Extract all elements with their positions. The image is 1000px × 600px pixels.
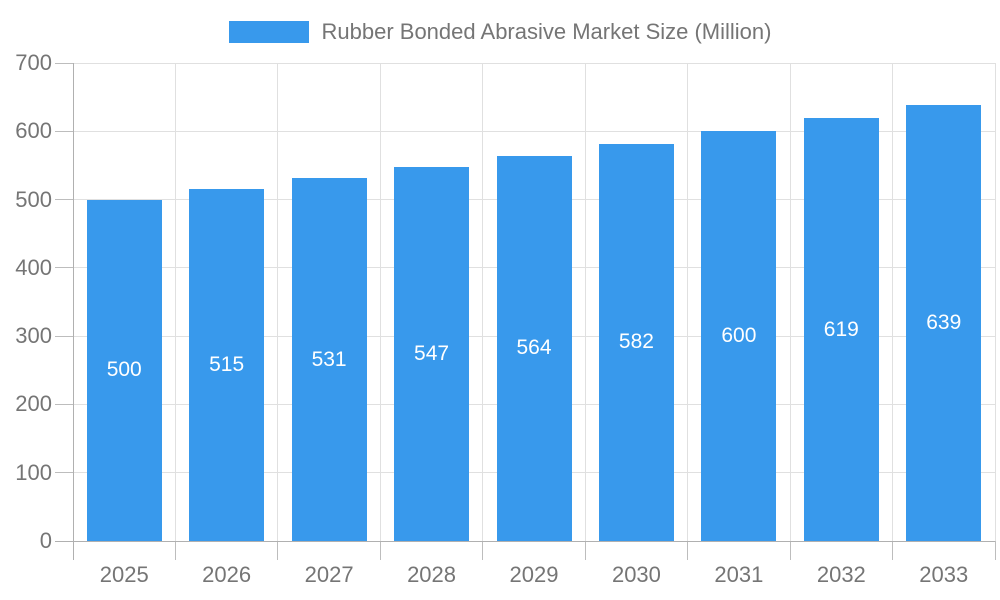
gridline-vertical: [277, 63, 279, 541]
bar-2029[interactable]: 564: [496, 155, 572, 541]
bar-value-label: 639: [926, 310, 962, 334]
bar-value-label: 531: [311, 347, 347, 371]
bar-2025[interactable]: 500: [86, 199, 162, 541]
bar-value-label: 515: [209, 353, 245, 377]
x-axis-label: 2032: [816, 562, 866, 587]
bar-value-label: 564: [516, 336, 552, 360]
x-axis-line: [55, 540, 995, 542]
bar-2033[interactable]: 639: [906, 104, 982, 541]
y-axis-tick: [55, 199, 73, 201]
gridline-vertical: [379, 63, 381, 541]
gridline-vertical: [892, 63, 894, 541]
gridline-vertical: [482, 63, 484, 541]
x-axis-tick: [892, 541, 894, 560]
x-axis-tick: [994, 541, 996, 560]
y-axis-tick: [55, 472, 73, 474]
bar-2028[interactable]: 547: [394, 167, 470, 541]
x-axis-tick: [584, 541, 586, 560]
x-axis-tick: [482, 541, 484, 560]
bar-value-label: 619: [823, 317, 859, 341]
legend[interactable]: Rubber Bonded Abrasive Market Size (Mill…: [0, 19, 1000, 45]
bar-2032[interactable]: 619: [803, 118, 879, 541]
y-axis-tick: [55, 62, 73, 64]
bar-2030[interactable]: 582: [598, 143, 674, 541]
bar-value-label: 547: [414, 342, 450, 366]
x-axis-tick: [277, 541, 279, 560]
y-axis-label: 0: [39, 528, 52, 553]
gridline-vertical: [174, 63, 176, 541]
x-axis-label: 2028: [407, 562, 457, 587]
y-axis-line: [72, 63, 74, 560]
x-axis-tick: [379, 541, 381, 560]
x-axis-label: 2031: [714, 562, 764, 587]
y-axis-tick: [55, 403, 73, 405]
gridline-vertical: [789, 63, 791, 541]
y-axis-label: 500: [15, 186, 52, 212]
x-axis-label: 2030: [611, 562, 661, 587]
x-axis-label: 2027: [304, 562, 354, 587]
gridline-vertical: [687, 63, 689, 541]
y-axis-label: 600: [15, 118, 52, 144]
y-axis-label: 100: [15, 459, 52, 485]
gridline-horizontal: [73, 62, 995, 64]
y-axis-tick: [55, 335, 73, 337]
x-axis-label: 2025: [99, 562, 149, 587]
gridline-horizontal: [73, 130, 995, 132]
legend-label: Rubber Bonded Abrasive Market Size (Mill…: [321, 19, 772, 44]
gridline-vertical: [584, 63, 586, 541]
x-axis-label: 2029: [509, 562, 559, 587]
x-axis-tick: [789, 541, 791, 560]
x-axis-tick: [687, 541, 689, 560]
bar-2027[interactable]: 531: [291, 178, 367, 541]
bar-2031[interactable]: 600: [701, 131, 777, 541]
y-axis-tick: [55, 267, 73, 269]
y-axis-label: 200: [15, 391, 52, 417]
x-axis-label: 2026: [202, 562, 252, 587]
legend-swatch[interactable]: [228, 21, 309, 43]
x-axis-label: 2033: [919, 562, 969, 587]
bar-value-label: 600: [721, 324, 757, 348]
y-axis-label: 300: [15, 323, 52, 349]
gridline-vertical: [994, 63, 996, 541]
y-axis-tick: [55, 130, 73, 132]
bar-value-label: 500: [106, 358, 142, 382]
x-axis-tick: [174, 541, 176, 560]
y-axis-label: 400: [15, 254, 52, 280]
bar-value-label: 582: [618, 330, 654, 354]
bar-2026[interactable]: 515: [189, 189, 265, 541]
y-axis-label: 700: [15, 50, 52, 75]
